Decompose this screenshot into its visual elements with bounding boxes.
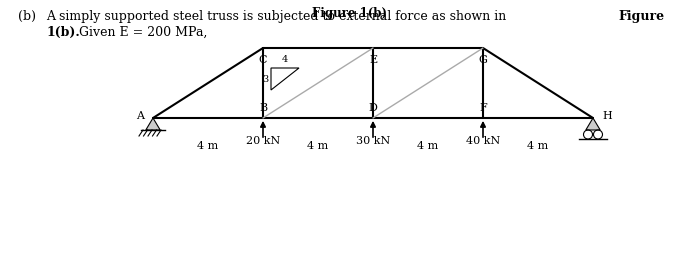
Text: Figure: Figure [618,10,664,23]
Text: 1(b).: 1(b). [46,26,80,39]
Text: A simply supported steel truss is subjected to external force as shown in: A simply supported steel truss is subjec… [46,10,510,23]
Text: G: G [479,55,487,65]
Text: 4 m: 4 m [527,141,549,151]
Text: F: F [479,103,487,113]
Text: B: B [259,103,267,113]
Text: A: A [136,111,144,121]
Polygon shape [586,118,600,130]
Polygon shape [146,118,160,130]
Text: E: E [369,55,377,65]
Text: 4 m: 4 m [307,141,328,151]
Text: 40 kN: 40 kN [466,136,500,146]
Text: 30 kN: 30 kN [356,136,390,146]
Text: H: H [602,111,612,121]
Text: 4: 4 [282,55,288,64]
Text: Given E = 200 MPa,: Given E = 200 MPa, [75,26,207,39]
Text: C: C [259,55,267,65]
Text: 4 m: 4 m [197,141,218,151]
Text: Figure 1(b): Figure 1(b) [312,6,388,20]
Text: D: D [369,103,377,113]
Text: 20 kN: 20 kN [246,136,280,146]
Text: (b): (b) [18,10,36,23]
Text: 4 m: 4 m [417,141,439,151]
Text: 3: 3 [262,75,268,84]
